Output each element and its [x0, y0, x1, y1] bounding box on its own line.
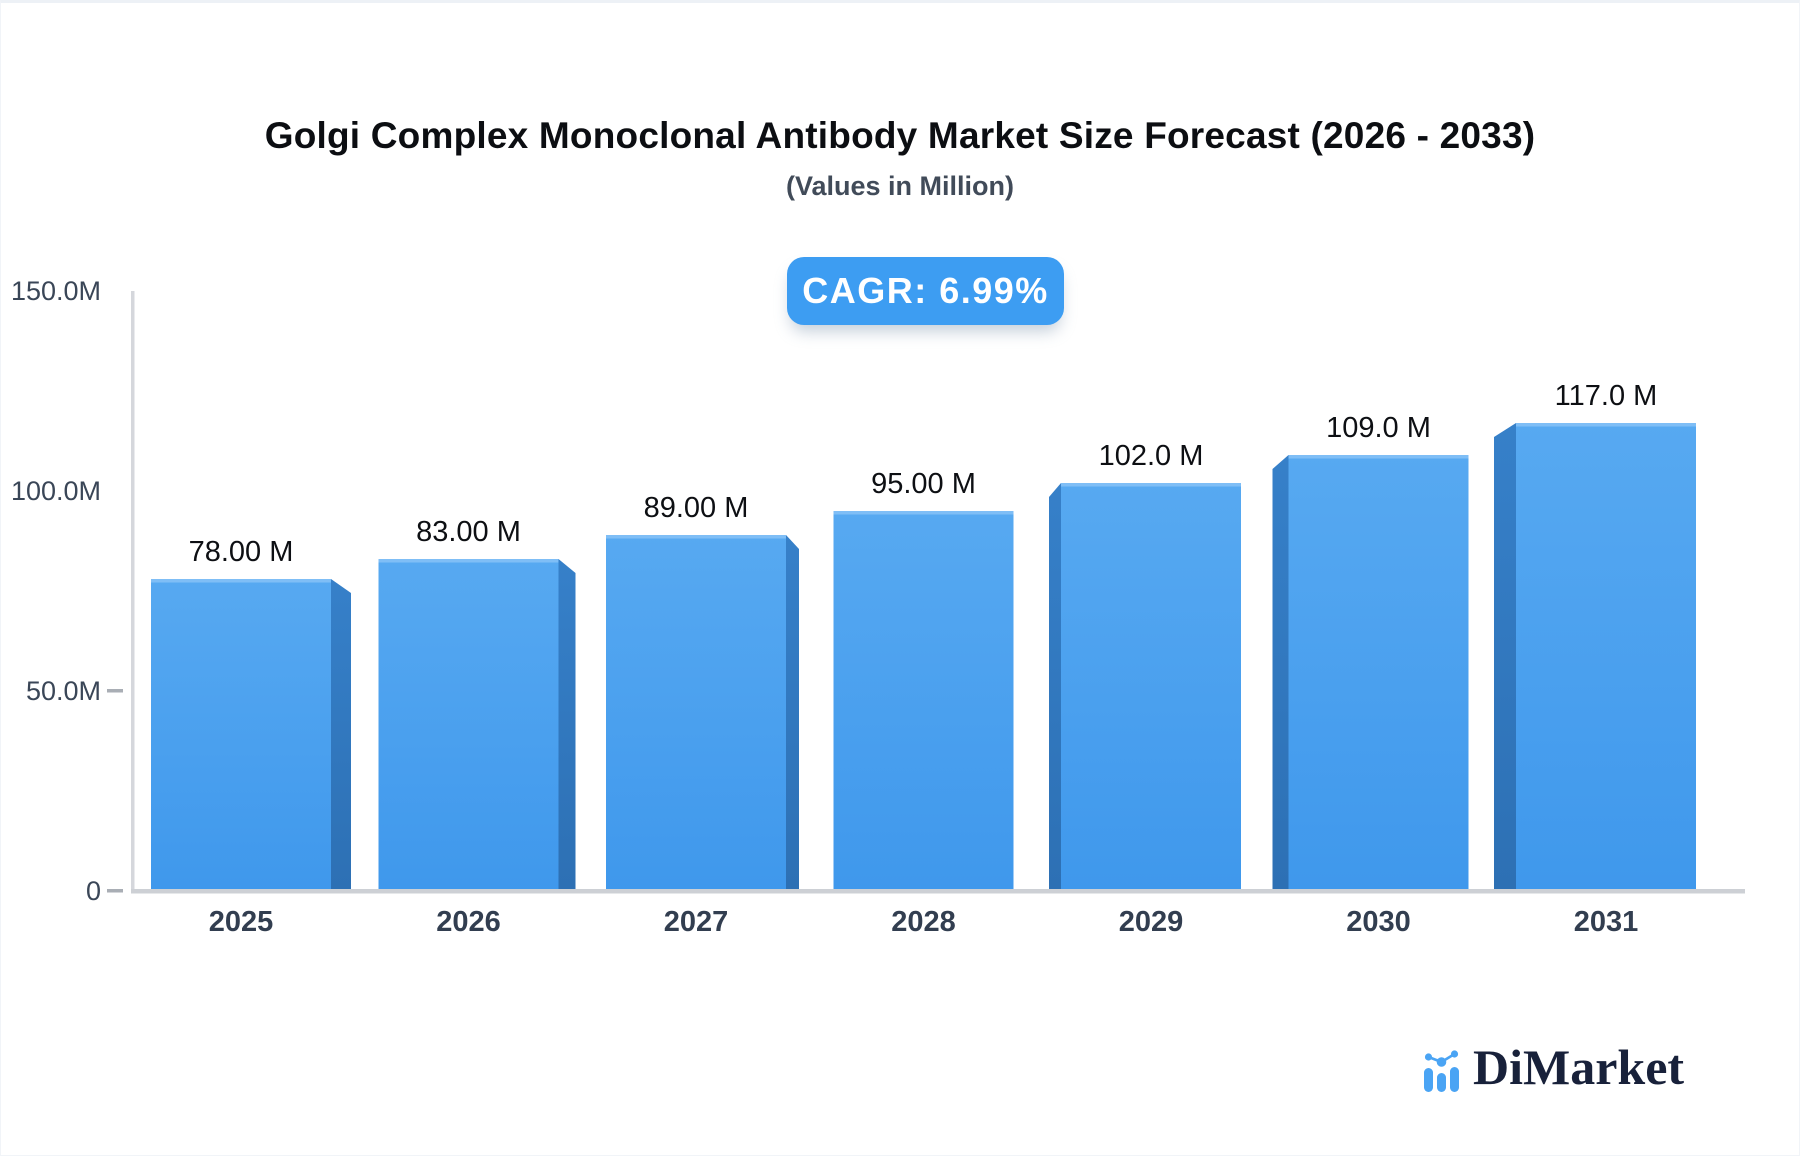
bar-chart: 78.00 M 2025 83.00 M 2026 89.00 M 2027 95.00 M… [1, 3, 1799, 1155]
bar-front-face [1061, 483, 1241, 891]
y-axis-line [131, 291, 135, 892]
bar-top-edge [606, 535, 786, 539]
bar-top-edge [1516, 423, 1696, 427]
brand-logo: DiMarket [1413, 1041, 1684, 1093]
bar-2027[interactable] [606, 535, 799, 891]
cagr-badge-label: CAGR: 6.99% [802, 270, 1049, 311]
y-tick-label: 100.0M [10, 476, 101, 506]
bar-2025[interactable] [151, 579, 351, 891]
bar-value-label: 78.00 M [188, 536, 294, 568]
y-tick-label: 150.0M [10, 276, 101, 306]
bar-top-edge [833, 511, 1014, 515]
chart-title: Golgi Complex Monoclonal Antibody Market… [264, 115, 1536, 156]
bar-top-edge [151, 579, 331, 583]
cagr-badge: CAGR: 6.99% [787, 257, 1064, 325]
y-tick-mark [107, 689, 123, 693]
bar-2026[interactable] [378, 559, 576, 891]
bar-side-face [1494, 423, 1516, 891]
chart-subtitle: (Values in Million) [785, 171, 1015, 201]
bar-side-face [1049, 483, 1061, 891]
y-tick-mark [107, 889, 123, 893]
bar-2028[interactable] [833, 511, 1014, 891]
x-axis-label: 2030 [1346, 906, 1411, 938]
bar-front-face [833, 511, 1014, 891]
bar-top-edge [1061, 483, 1241, 487]
x-axis-line [131, 889, 1745, 894]
y-tick-label: 50.0M [25, 676, 101, 706]
bar-chart-canvas [107, 291, 1745, 894]
bar-2031[interactable] [1494, 423, 1696, 891]
brand-name: DiMarket [1473, 1039, 1685, 1095]
x-axis-label: 2031 [1573, 906, 1639, 938]
bar-front-face [1516, 423, 1696, 891]
bar-side-face [786, 535, 799, 891]
bar-2030[interactable] [1272, 455, 1469, 891]
bar-value-label: 102.0 M [1098, 440, 1204, 472]
bar-front-face [606, 535, 786, 891]
x-axis-label: 2027 [663, 906, 729, 938]
bar-top-edge [1288, 455, 1469, 459]
bar-side-face [331, 579, 351, 891]
bar-value-label: 83.00 M [416, 516, 521, 548]
bar-front-face [151, 579, 331, 891]
bar-front-face [1288, 455, 1469, 891]
x-axis-label: 2026 [436, 906, 501, 938]
bar-top-edge [378, 559, 559, 563]
bar-value-label: 117.0 M [1554, 380, 1658, 412]
x-axis-label: 2029 [1118, 906, 1184, 938]
bar-value-label: 95.00 M [871, 468, 976, 500]
bar-2029[interactable] [1049, 483, 1241, 891]
bar-value-label: 109.0 M [1326, 412, 1431, 444]
bar-side-face [558, 559, 576, 891]
bar-front-face [378, 559, 559, 891]
y-tick-label: 0 [85, 876, 101, 906]
x-axis-label: 2028 [891, 906, 956, 938]
bar-side-face [1272, 455, 1289, 891]
bar-value-label: 89.00 M [643, 492, 749, 524]
brand-chart-icon [1424, 1050, 1459, 1092]
x-axis-label: 2025 [208, 906, 274, 938]
